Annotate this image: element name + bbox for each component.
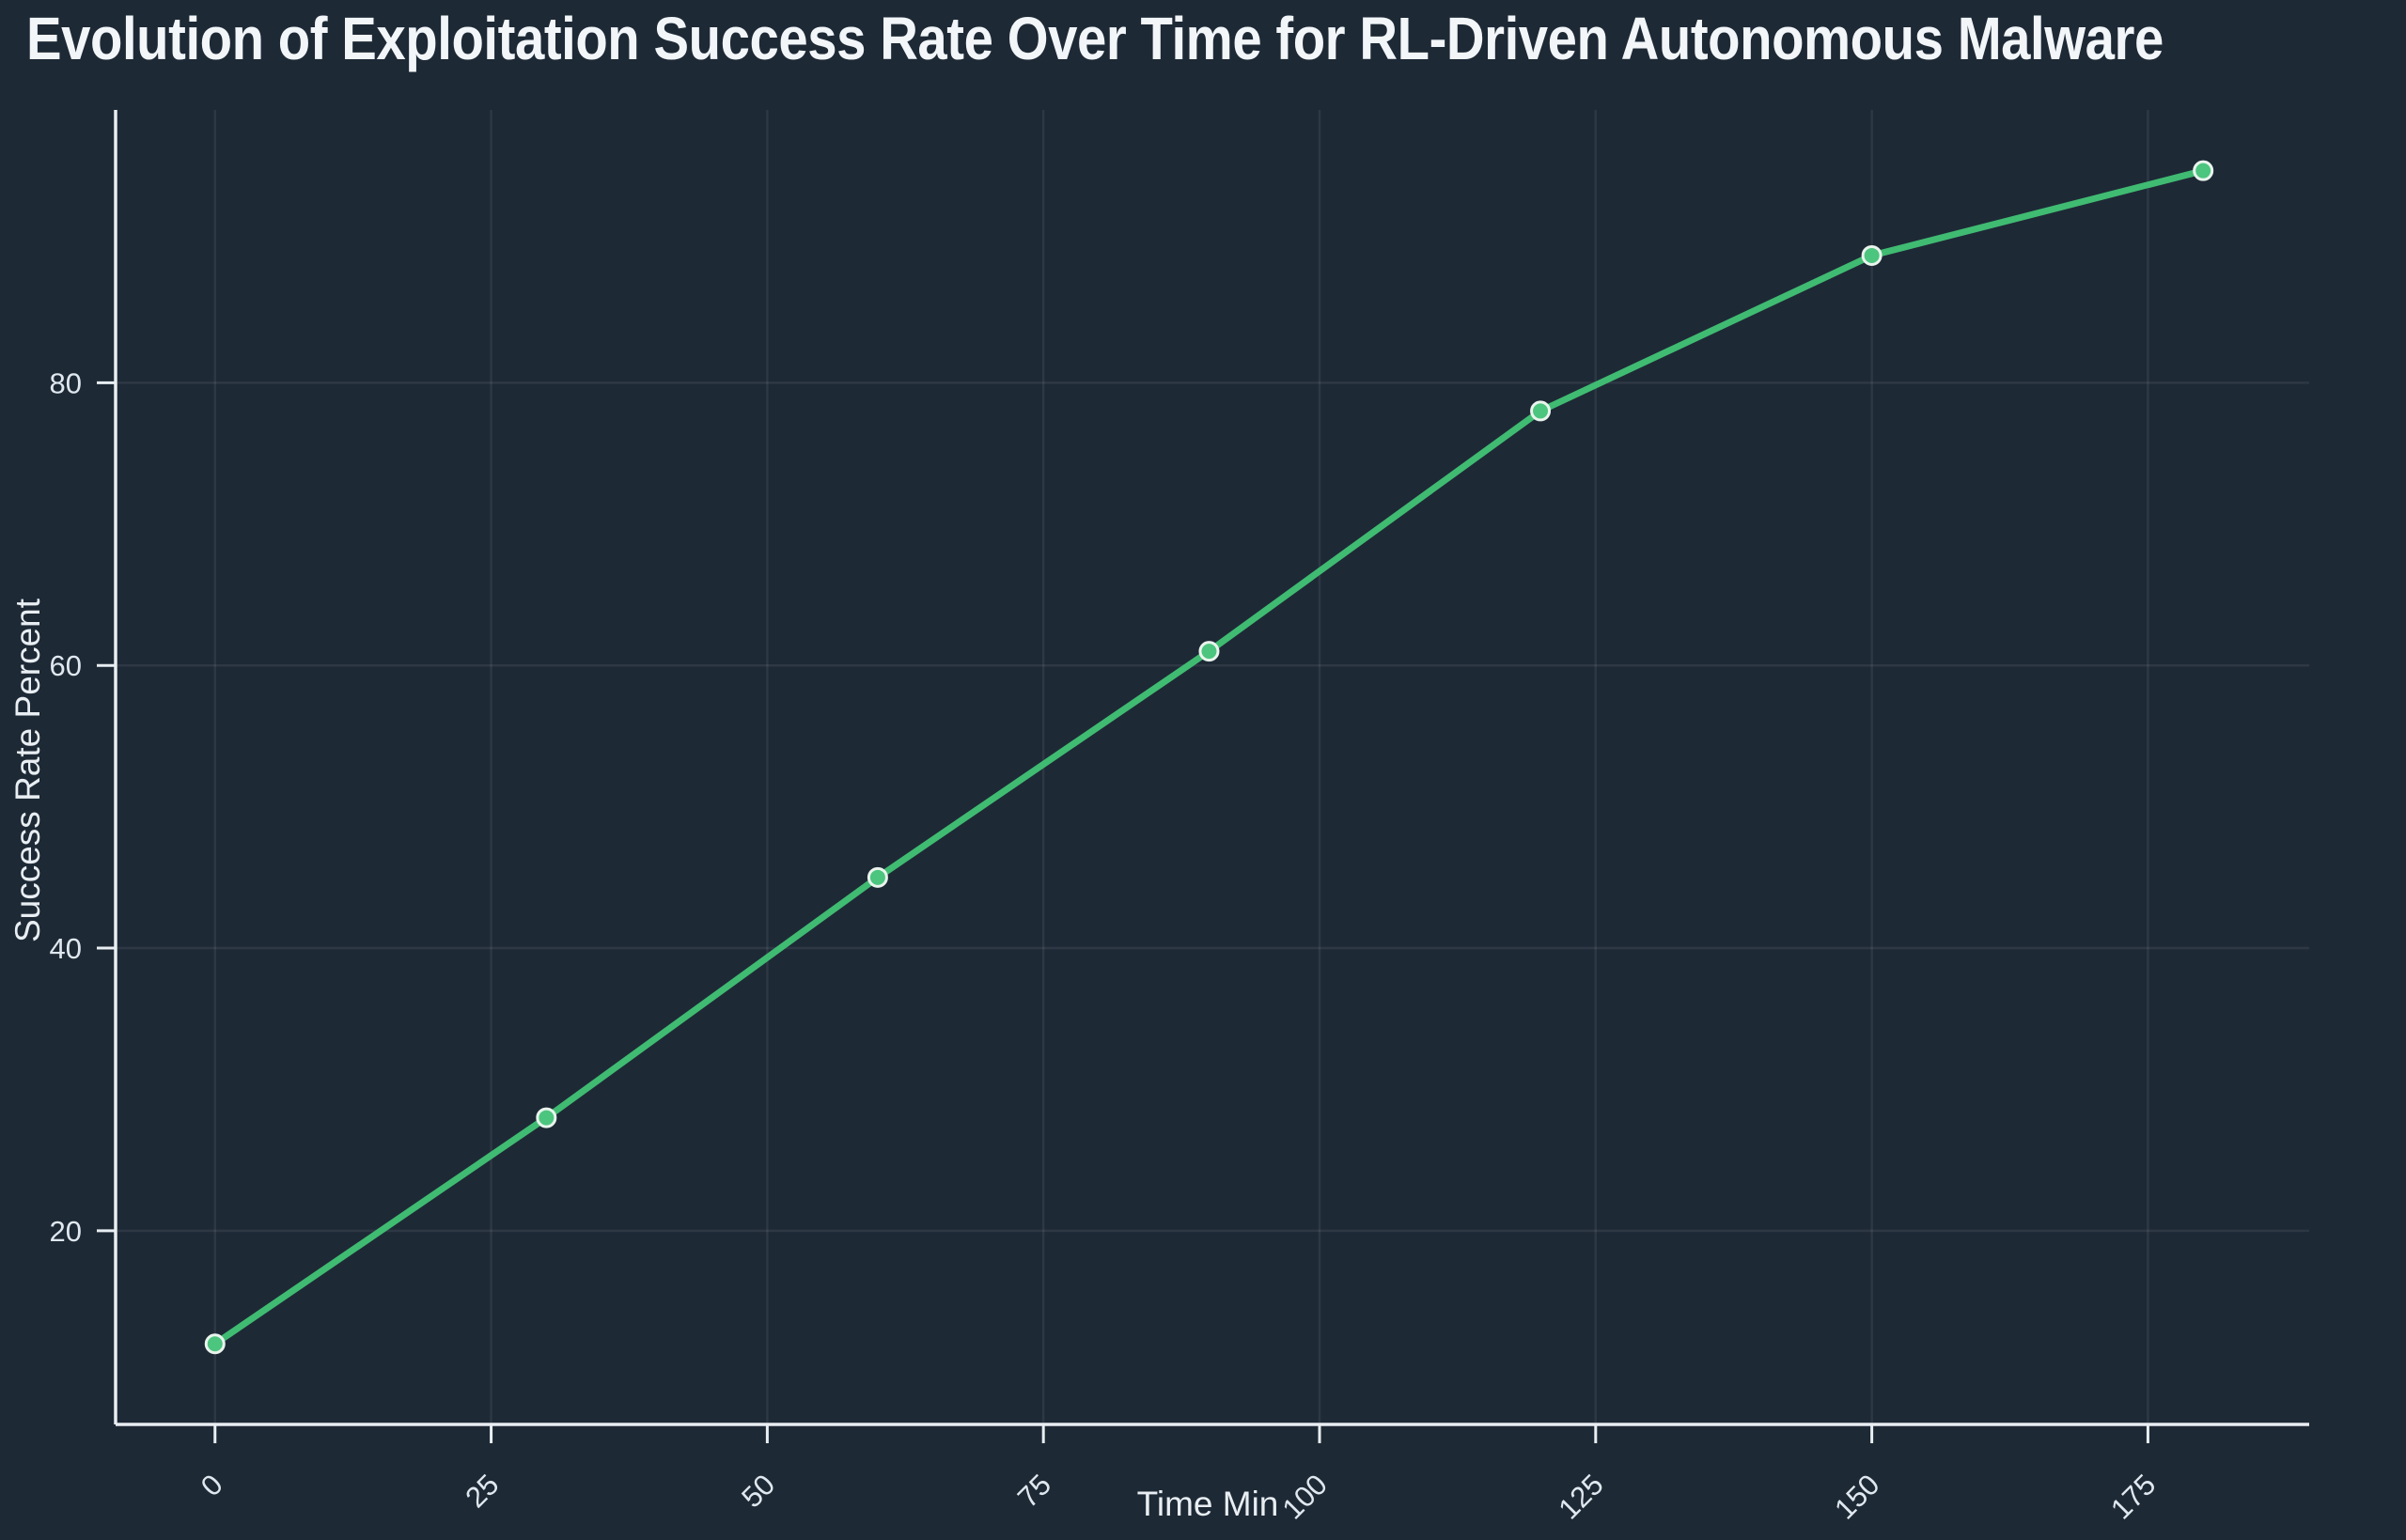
- y-axis-label: Success Rate Percent: [8, 598, 47, 942]
- x-tick-label: 175: [2104, 1468, 2162, 1525]
- data-series: [204, 160, 2214, 1355]
- y-tick-label: 60: [50, 649, 82, 682]
- data-point-marker: [204, 1333, 226, 1355]
- x-tick-label: 150: [1828, 1468, 1885, 1525]
- data-point-marker: [1861, 244, 1883, 266]
- chart-title: Evolution of Exploitation Success Rate O…: [26, 5, 2164, 72]
- data-point-marker: [1530, 400, 1552, 422]
- y-tick-label: 80: [50, 366, 82, 399]
- data-point-marker: [1198, 641, 1220, 662]
- data-point-marker: [2193, 160, 2214, 181]
- tick-marks-and-labels: 0 25 50 75 100 125 150 175 20 40 60 80: [50, 366, 2163, 1525]
- data-point-marker: [536, 1107, 557, 1128]
- y-tick-label: 40: [50, 932, 82, 965]
- data-point-marker: [867, 866, 888, 888]
- axes: [114, 110, 2309, 1426]
- x-tick-label: 125: [1552, 1468, 1609, 1525]
- x-tick-label: 100: [1276, 1468, 1334, 1525]
- x-tick-label: 75: [1011, 1468, 1057, 1514]
- x-tick-label: 25: [459, 1468, 505, 1514]
- x-tick-label: 0: [195, 1468, 229, 1502]
- x-tick-label: 50: [735, 1468, 781, 1514]
- x-axis-label: Time Min: [1137, 1485, 1279, 1523]
- line-path: [211, 167, 2207, 1347]
- grid-lines: [116, 110, 2309, 1424]
- y-tick-label: 20: [50, 1215, 82, 1248]
